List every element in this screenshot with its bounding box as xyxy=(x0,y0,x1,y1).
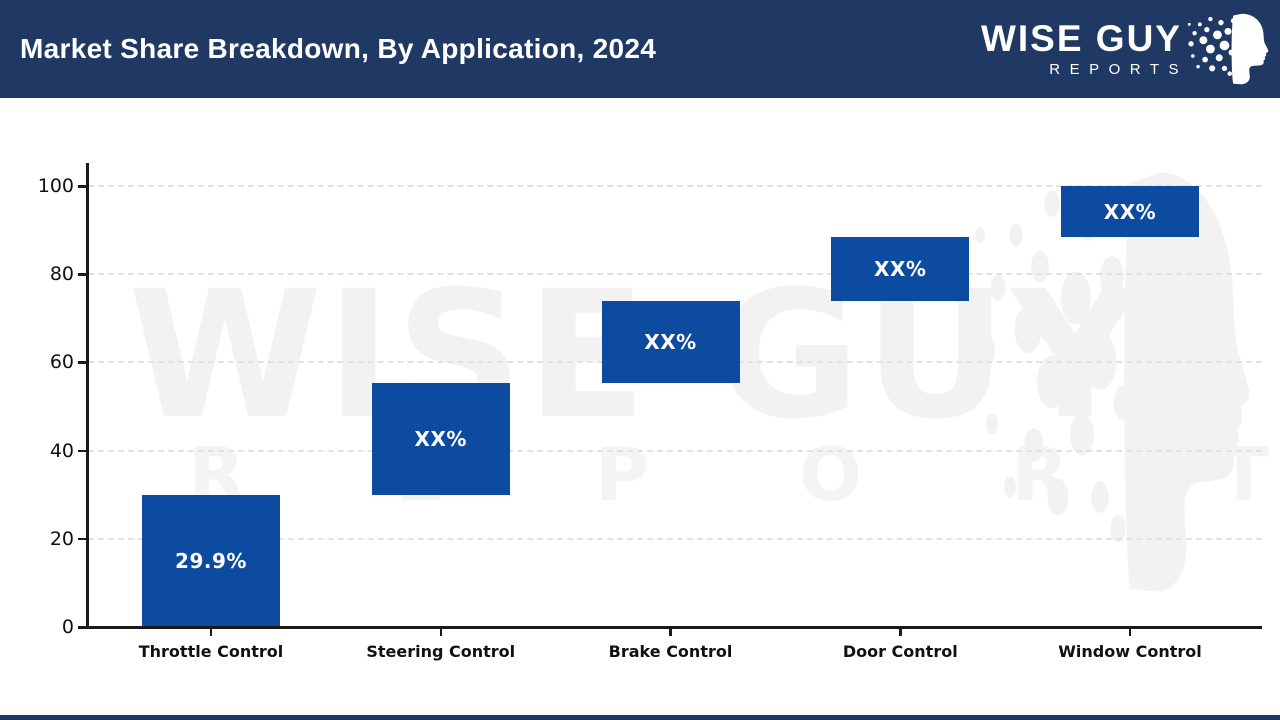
waterfall-bar-brake-control: XX% xyxy=(601,301,740,384)
x-category-label-4: Window Control xyxy=(1058,642,1202,661)
logo-text: WISE GUY REPORTS xyxy=(981,20,1182,78)
waterfall-bar-window-control: XX% xyxy=(1061,186,1199,238)
logo-head-icon xyxy=(1187,13,1269,85)
gridline-100 xyxy=(88,185,1262,187)
bar-value-label: XX% xyxy=(874,257,927,282)
x-category-label-1: Steering Control xyxy=(366,642,516,661)
x-category-label-2: Brake Control xyxy=(608,642,733,661)
y-tick-80 xyxy=(78,273,87,276)
y-tick-0 xyxy=(78,626,87,629)
logo-wordmark: WISE GUY xyxy=(980,18,1182,59)
y-tick-20 xyxy=(78,537,87,541)
x-tick-3 xyxy=(899,629,902,636)
bar-value-label: 29.9% xyxy=(175,549,247,574)
gridline-20 xyxy=(88,537,1262,540)
page-title: Market Share Breakdown, By Application, … xyxy=(20,33,657,64)
header-banner: Market Share Breakdown, By Application, … xyxy=(0,0,1280,98)
bar-value-label: XX% xyxy=(414,427,467,452)
y-tick-label-80: 80 xyxy=(49,263,74,286)
x-tick-1 xyxy=(439,629,442,636)
waterfall-chart: 0 20 40 60 80 100 29.9% Throttle Control XX% Stee… xyxy=(0,98,1280,715)
waterfall-bar-door-control: XX% xyxy=(831,237,970,302)
y-tick-60 xyxy=(78,361,87,364)
y-tick-label-20: 20 xyxy=(49,527,74,550)
y-axis-line xyxy=(86,163,89,629)
y-tick-label-40: 40 xyxy=(49,439,74,462)
gridline-40 xyxy=(88,449,1262,452)
x-tick-2 xyxy=(669,629,672,636)
waterfall-bar-steering-control: XX% xyxy=(371,383,510,496)
wise-guy-reports-logo: WISE GUY REPORTS xyxy=(981,12,1272,86)
y-tick-label-60: 60 xyxy=(49,351,74,374)
y-tick-label-0: 0 xyxy=(61,616,74,638)
x-tick-0 xyxy=(209,629,213,636)
gridline-80 xyxy=(88,273,1262,276)
x-category-label-3: Door Control xyxy=(842,642,958,661)
x-tick-4 xyxy=(1128,629,1132,636)
x-axis-line xyxy=(88,626,1262,629)
footer-bar xyxy=(0,715,1280,720)
bar-value-label: XX% xyxy=(1103,199,1157,224)
y-tick-100 xyxy=(78,185,87,188)
y-tick-40 xyxy=(78,449,87,453)
x-category-label-0: Throttle Control xyxy=(138,642,284,661)
waterfall-bar-throttle-control: 29.9% xyxy=(142,495,280,627)
bar-value-label: XX% xyxy=(644,330,697,355)
y-tick-label-100: 100 xyxy=(37,175,74,197)
logo-subtitle: REPORTS xyxy=(1049,61,1188,78)
